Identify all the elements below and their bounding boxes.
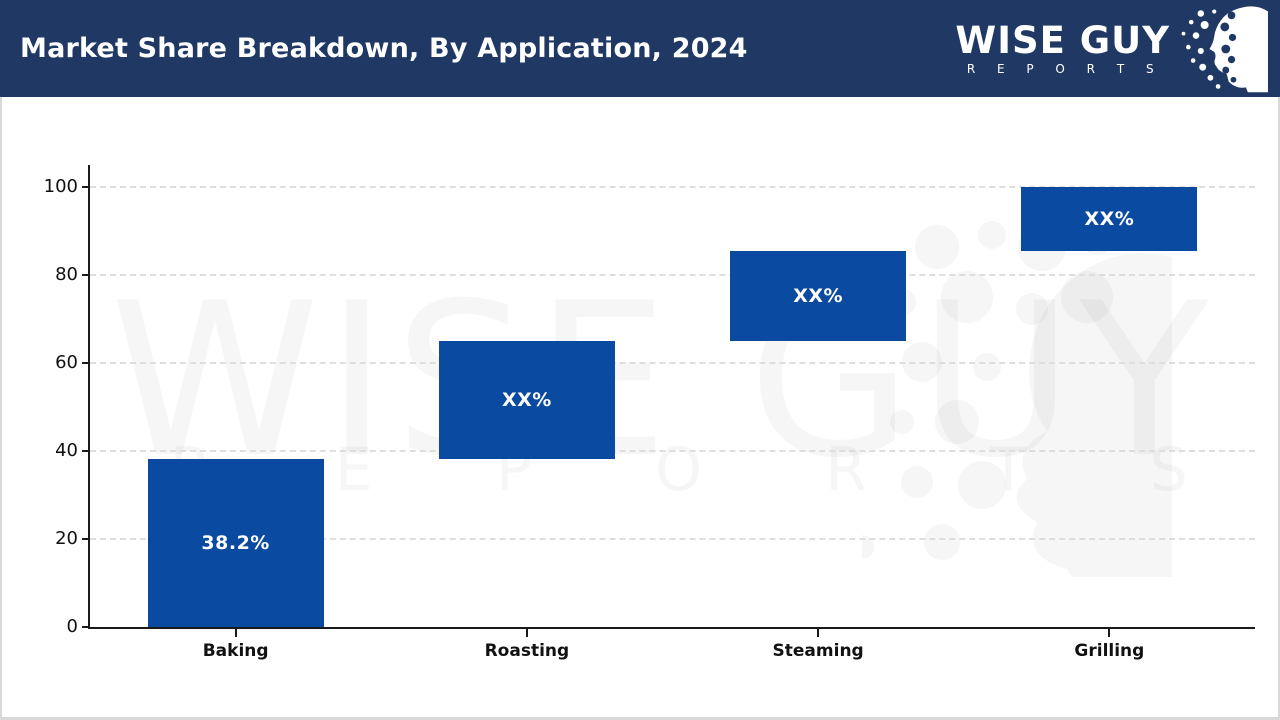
x-axis-tick xyxy=(525,629,528,637)
chart-canvas: WISE GUY R E P O R T S 02040608010038.2%… xyxy=(0,97,1280,720)
y-axis-tick xyxy=(82,274,90,276)
y-axis-tick xyxy=(82,186,90,188)
y-axis-tick-label: 40 xyxy=(55,440,78,461)
y-axis-line xyxy=(88,165,90,629)
bar-value-label: XX% xyxy=(1084,207,1135,230)
bar-value-label: XX% xyxy=(793,284,844,307)
y-gridline xyxy=(90,186,1255,188)
x-axis-tick xyxy=(817,629,820,637)
category-label-grilling: Grilling xyxy=(1074,641,1145,661)
wiseguy-logo: WISE GUY R E P O R T S xyxy=(955,0,1268,97)
y-gridline xyxy=(90,538,1255,540)
category-label-steaming: Steaming xyxy=(772,641,864,661)
y-axis-tick-label: 20 xyxy=(55,528,78,549)
y-axis-tick-label: 0 xyxy=(66,616,78,637)
logo-wordmark: WISE GUY xyxy=(955,19,1170,62)
y-axis-tick-label: 80 xyxy=(55,264,78,285)
waterfall-chart: 0 20 40 60 80 100 38.2% Baking XX% Roasting XX% Ste… xyxy=(2,97,1278,717)
y-axis-tick-label: 60 xyxy=(55,352,78,373)
bar-roasting: XX% xyxy=(438,341,615,459)
y-axis-tick xyxy=(82,538,90,540)
y-axis-tick-label: 100 xyxy=(43,176,78,197)
wiseguy-logo-text: WISE GUY R E P O R T S xyxy=(955,22,1170,75)
page-title: Market Share Breakdown, By Application, … xyxy=(20,33,748,64)
header: Market Share Breakdown, By Application, … xyxy=(0,0,1280,97)
category-label-roasting: Roasting xyxy=(484,641,570,661)
y-gridline xyxy=(90,450,1255,452)
category-label-baking: Baking xyxy=(202,641,269,661)
bar-baking: 38.2% xyxy=(147,458,324,627)
x-axis-tick xyxy=(234,629,237,637)
wiseguy-head-icon xyxy=(1181,5,1268,92)
bar-value-label: 38.2% xyxy=(201,531,270,554)
y-gridline xyxy=(90,362,1255,364)
bar-steaming: XX% xyxy=(730,250,907,341)
bar-value-label: XX% xyxy=(501,388,552,411)
x-axis-line xyxy=(88,627,1255,629)
bar-grilling: XX% xyxy=(1021,187,1198,251)
logo-subtext: R E P O R T S xyxy=(966,62,1163,76)
y-axis-tick xyxy=(82,362,90,364)
x-axis-tick xyxy=(1108,629,1111,637)
y-gridline xyxy=(90,274,1255,276)
y-axis-tick xyxy=(82,626,90,628)
y-axis-tick xyxy=(82,450,90,452)
